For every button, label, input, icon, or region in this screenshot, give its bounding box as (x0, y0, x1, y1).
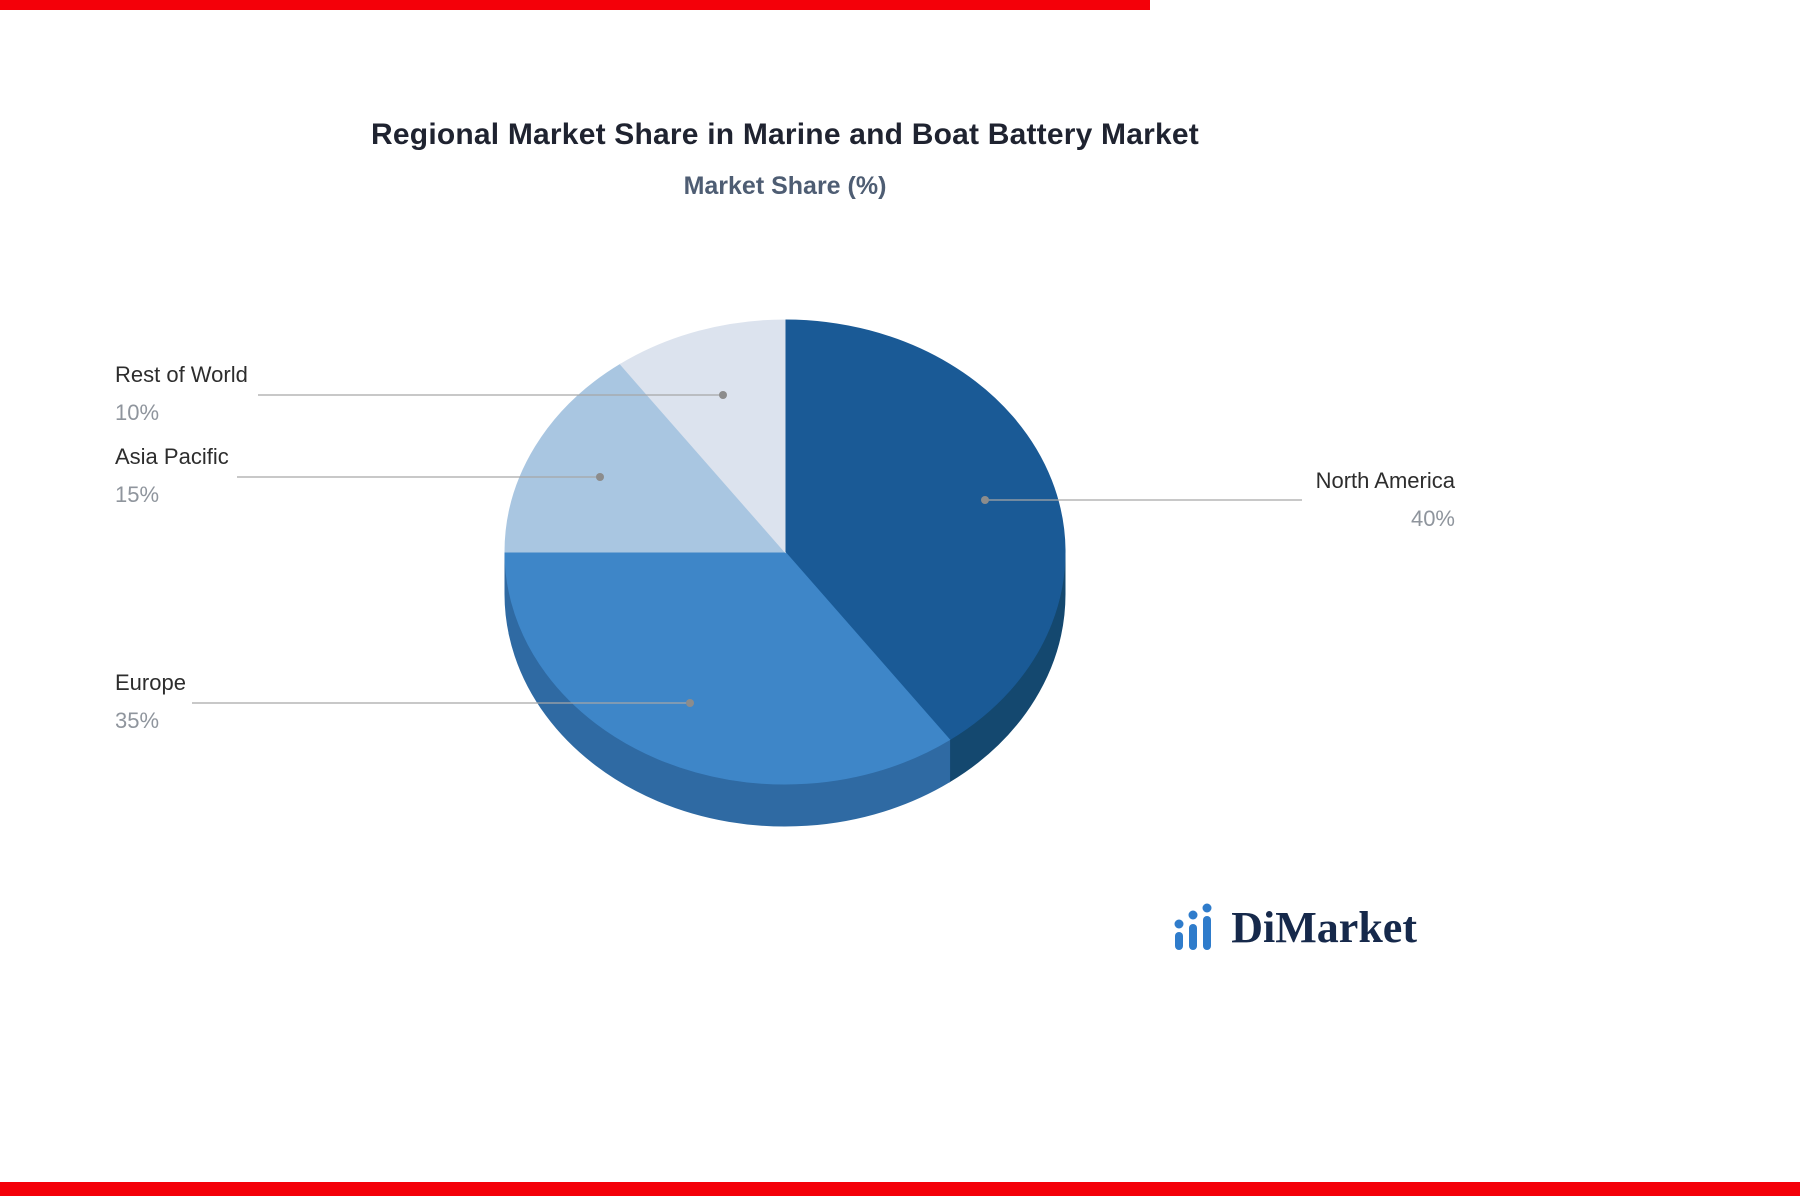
callout-europe: Europe 35% (115, 670, 186, 734)
dimarket-logo: DiMarket (1172, 903, 1417, 953)
callout-label-europe: Europe (115, 670, 186, 695)
chart-subtitle: Market Share (%) (683, 172, 887, 200)
pie-slice-asia-pacific (504, 363, 787, 553)
bar-chart-dots-icon (1174, 903, 1212, 950)
dimarket-logo-text: DiMarket (1231, 903, 1417, 952)
pie-slice-europe (504, 551, 951, 785)
callout-label-north-america: North America (1315, 468, 1455, 493)
leader-asia-pacific-dot (596, 473, 604, 481)
callout-asia-pacific: Asia Pacific 15% (115, 444, 229, 508)
leader-rest-of-world-dot (719, 391, 727, 399)
pie-slice-rest-of-world (619, 319, 786, 554)
callout-north-america: North America 40% (1316, 468, 1455, 532)
bottom-accent-bar (0, 1182, 1800, 1196)
callout-label-rest-of-world: Rest of World (115, 362, 248, 387)
top-accent-bar (0, 0, 1150, 10)
callout-value-asia-pacific: 15% (115, 482, 160, 507)
callout-value-europe: 35% (115, 708, 160, 733)
chart-title: Regional Market Share in Marine and Boat… (371, 118, 1199, 151)
leader-north-america-dot (981, 496, 989, 504)
callout-label-asia-pacific: Asia Pacific (115, 444, 229, 469)
title-block: Regional Market Share in Marine and Boat… (0, 118, 1570, 201)
callout-value-rest-of-world: 10% (115, 400, 160, 425)
callout-rest-of-world: Rest of World 10% (115, 362, 248, 426)
pie-slice-north-america (784, 319, 1066, 741)
leader-europe-dot (686, 699, 694, 707)
callout-value-north-america: 40% (1410, 506, 1455, 531)
